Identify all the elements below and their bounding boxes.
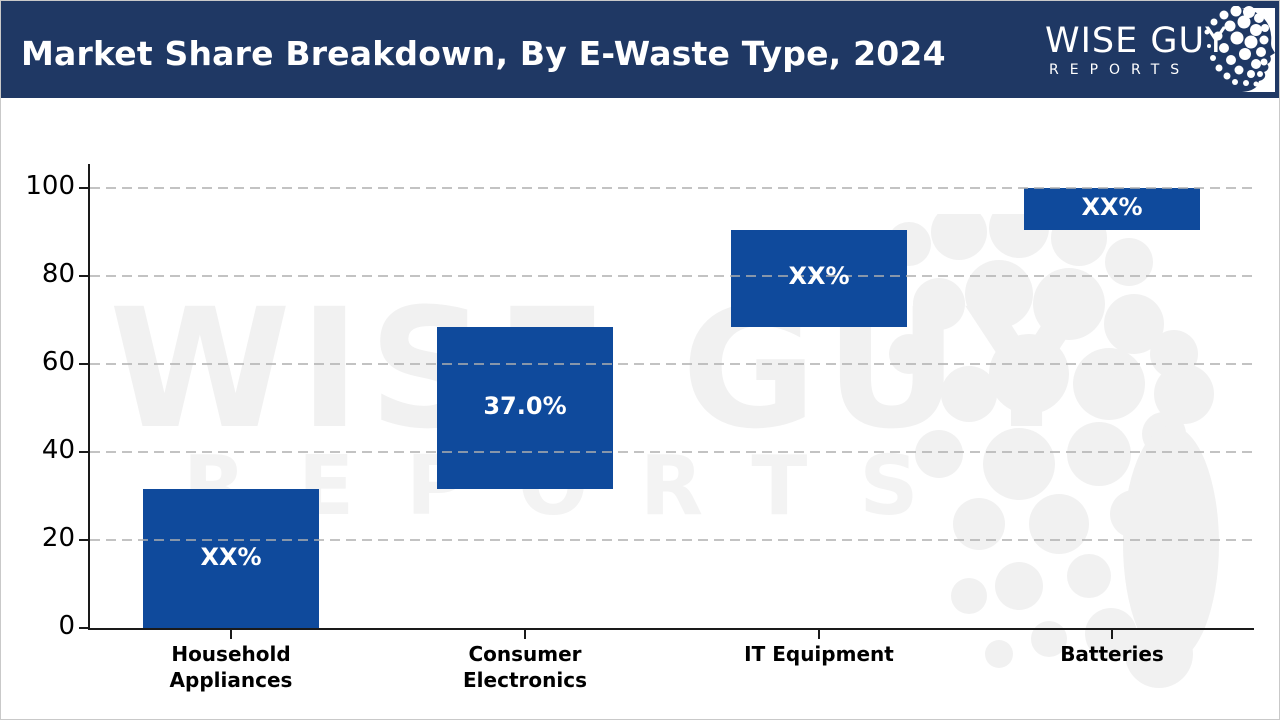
- bar-segment: [731, 229, 907, 327]
- header-bar: Market Share Breakdown, By E-Waste Type,…: [1, 1, 1279, 98]
- y-tick-label: 80: [41, 259, 75, 289]
- x-category-label: Household Appliances: [169, 642, 293, 692]
- bar-value-label: 37.0%: [483, 392, 567, 420]
- gridline: [90, 275, 1254, 277]
- y-tick-mark: [79, 451, 88, 453]
- x-tick-mark: [818, 630, 820, 639]
- bar-value-label: XX%: [200, 542, 262, 571]
- x-tick-mark: [230, 630, 232, 639]
- logo-subtitle: REPORTS: [1049, 62, 1191, 78]
- y-tick-mark: [79, 539, 88, 541]
- y-tick-mark: [79, 275, 88, 277]
- bar-value-label: XX%: [1081, 192, 1143, 221]
- x-tick-mark: [524, 630, 526, 639]
- y-tick-label: 40: [41, 435, 75, 465]
- bar-segment: [437, 326, 613, 490]
- y-tick-label: 60: [41, 347, 75, 377]
- y-tick-label: 100: [25, 171, 75, 201]
- bar-value-label: XX%: [788, 262, 850, 291]
- x-category-label: Batteries: [1060, 642, 1164, 666]
- x-tick-mark: [1111, 630, 1113, 639]
- y-tick-mark: [79, 187, 88, 189]
- page-title: Market Share Breakdown, By E-Waste Type,…: [21, 34, 946, 73]
- gridline: [90, 539, 1254, 541]
- bar-segment: [1024, 188, 1200, 230]
- y-axis-line: [88, 164, 90, 630]
- wise-guy-logo: WISE GUY REPORTS: [1037, 1, 1277, 98]
- y-tick-mark: [79, 627, 88, 629]
- y-tick-label: 20: [41, 523, 75, 553]
- x-category-label: IT Equipment: [744, 642, 894, 666]
- x-category-label: Consumer Electronics: [463, 642, 587, 692]
- x-axis-line: [88, 628, 1254, 630]
- gridline: [90, 187, 1254, 189]
- bar-segment: [143, 489, 319, 628]
- dotted-head-icon: [1204, 6, 1275, 92]
- gridline: [90, 451, 1254, 453]
- y-tick-mark: [79, 363, 88, 365]
- gridline: [90, 363, 1254, 365]
- logo-wordmark: WISE GUY: [1045, 21, 1228, 61]
- y-tick-label: 0: [58, 611, 75, 641]
